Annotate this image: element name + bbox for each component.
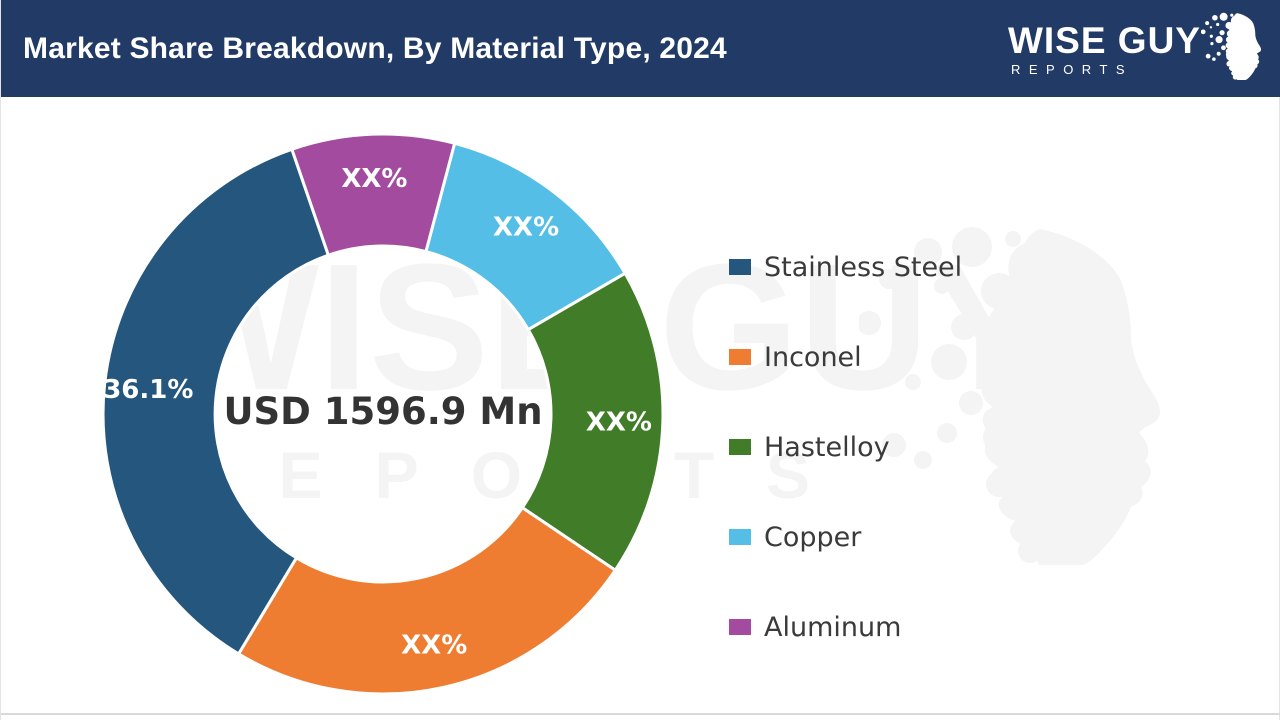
watermark-text-line2: REPORTS: [179, 438, 863, 512]
slice-hastelloy: [520, 271, 665, 572]
bottom-divider: [1, 713, 1280, 715]
slice-percent-label: XX%: [401, 630, 467, 660]
chart-center-total: USD 1596.9 Mn: [223, 390, 543, 433]
logo-text: WISE GUY REPORTS: [1008, 22, 1201, 77]
legend-swatch: [729, 619, 751, 635]
slice-percent-label: 36.1%: [103, 375, 193, 405]
wise-guy-logo: WISE GUY REPORTS: [1008, 8, 1265, 82]
legend-swatch: [729, 529, 751, 545]
legend-label: Stainless Steel: [764, 251, 963, 283]
legend-item: Aluminum: [729, 610, 962, 644]
page-title: Market Share Breakdown, By Material Type…: [23, 31, 727, 65]
header-bar: Market Share Breakdown, By Material Type…: [1, 0, 1280, 97]
legend-swatch: [729, 439, 751, 455]
logo-subtitle: REPORTS: [1010, 62, 1134, 77]
legend: Stainless Steel Inconel Hastelloy Copper Alu…: [729, 250, 962, 700]
slice-percent-label: XX%: [341, 164, 407, 194]
donut-chart: XX% XX% XX% XX% 36.1%: [101, 132, 665, 696]
logo-face-icon: [1201, 12, 1262, 81]
legend-label: Inconel: [764, 341, 862, 373]
legend-item: Copper: [729, 520, 962, 554]
slice-percent-label: XX%: [586, 408, 652, 438]
legend-item: Hastelloy: [729, 430, 962, 464]
slice-percent-label: XX%: [493, 212, 559, 242]
legend-label: Hastelloy: [764, 431, 890, 463]
donut-chart-container: XX% XX% XX% XX% 36.1%: [93, 124, 673, 704]
slice-stainless-steel: [101, 147, 330, 656]
legend-item: Stainless Steel: [729, 250, 962, 284]
logo-wordmark: WISE GUY: [1007, 20, 1201, 61]
legend-label: Aluminum: [764, 611, 902, 643]
legend-swatch: [729, 349, 751, 365]
legend-swatch: [729, 259, 751, 275]
legend-item: Inconel: [729, 340, 962, 374]
legend-label: Copper: [764, 521, 862, 553]
slice-inconel: [237, 506, 617, 696]
